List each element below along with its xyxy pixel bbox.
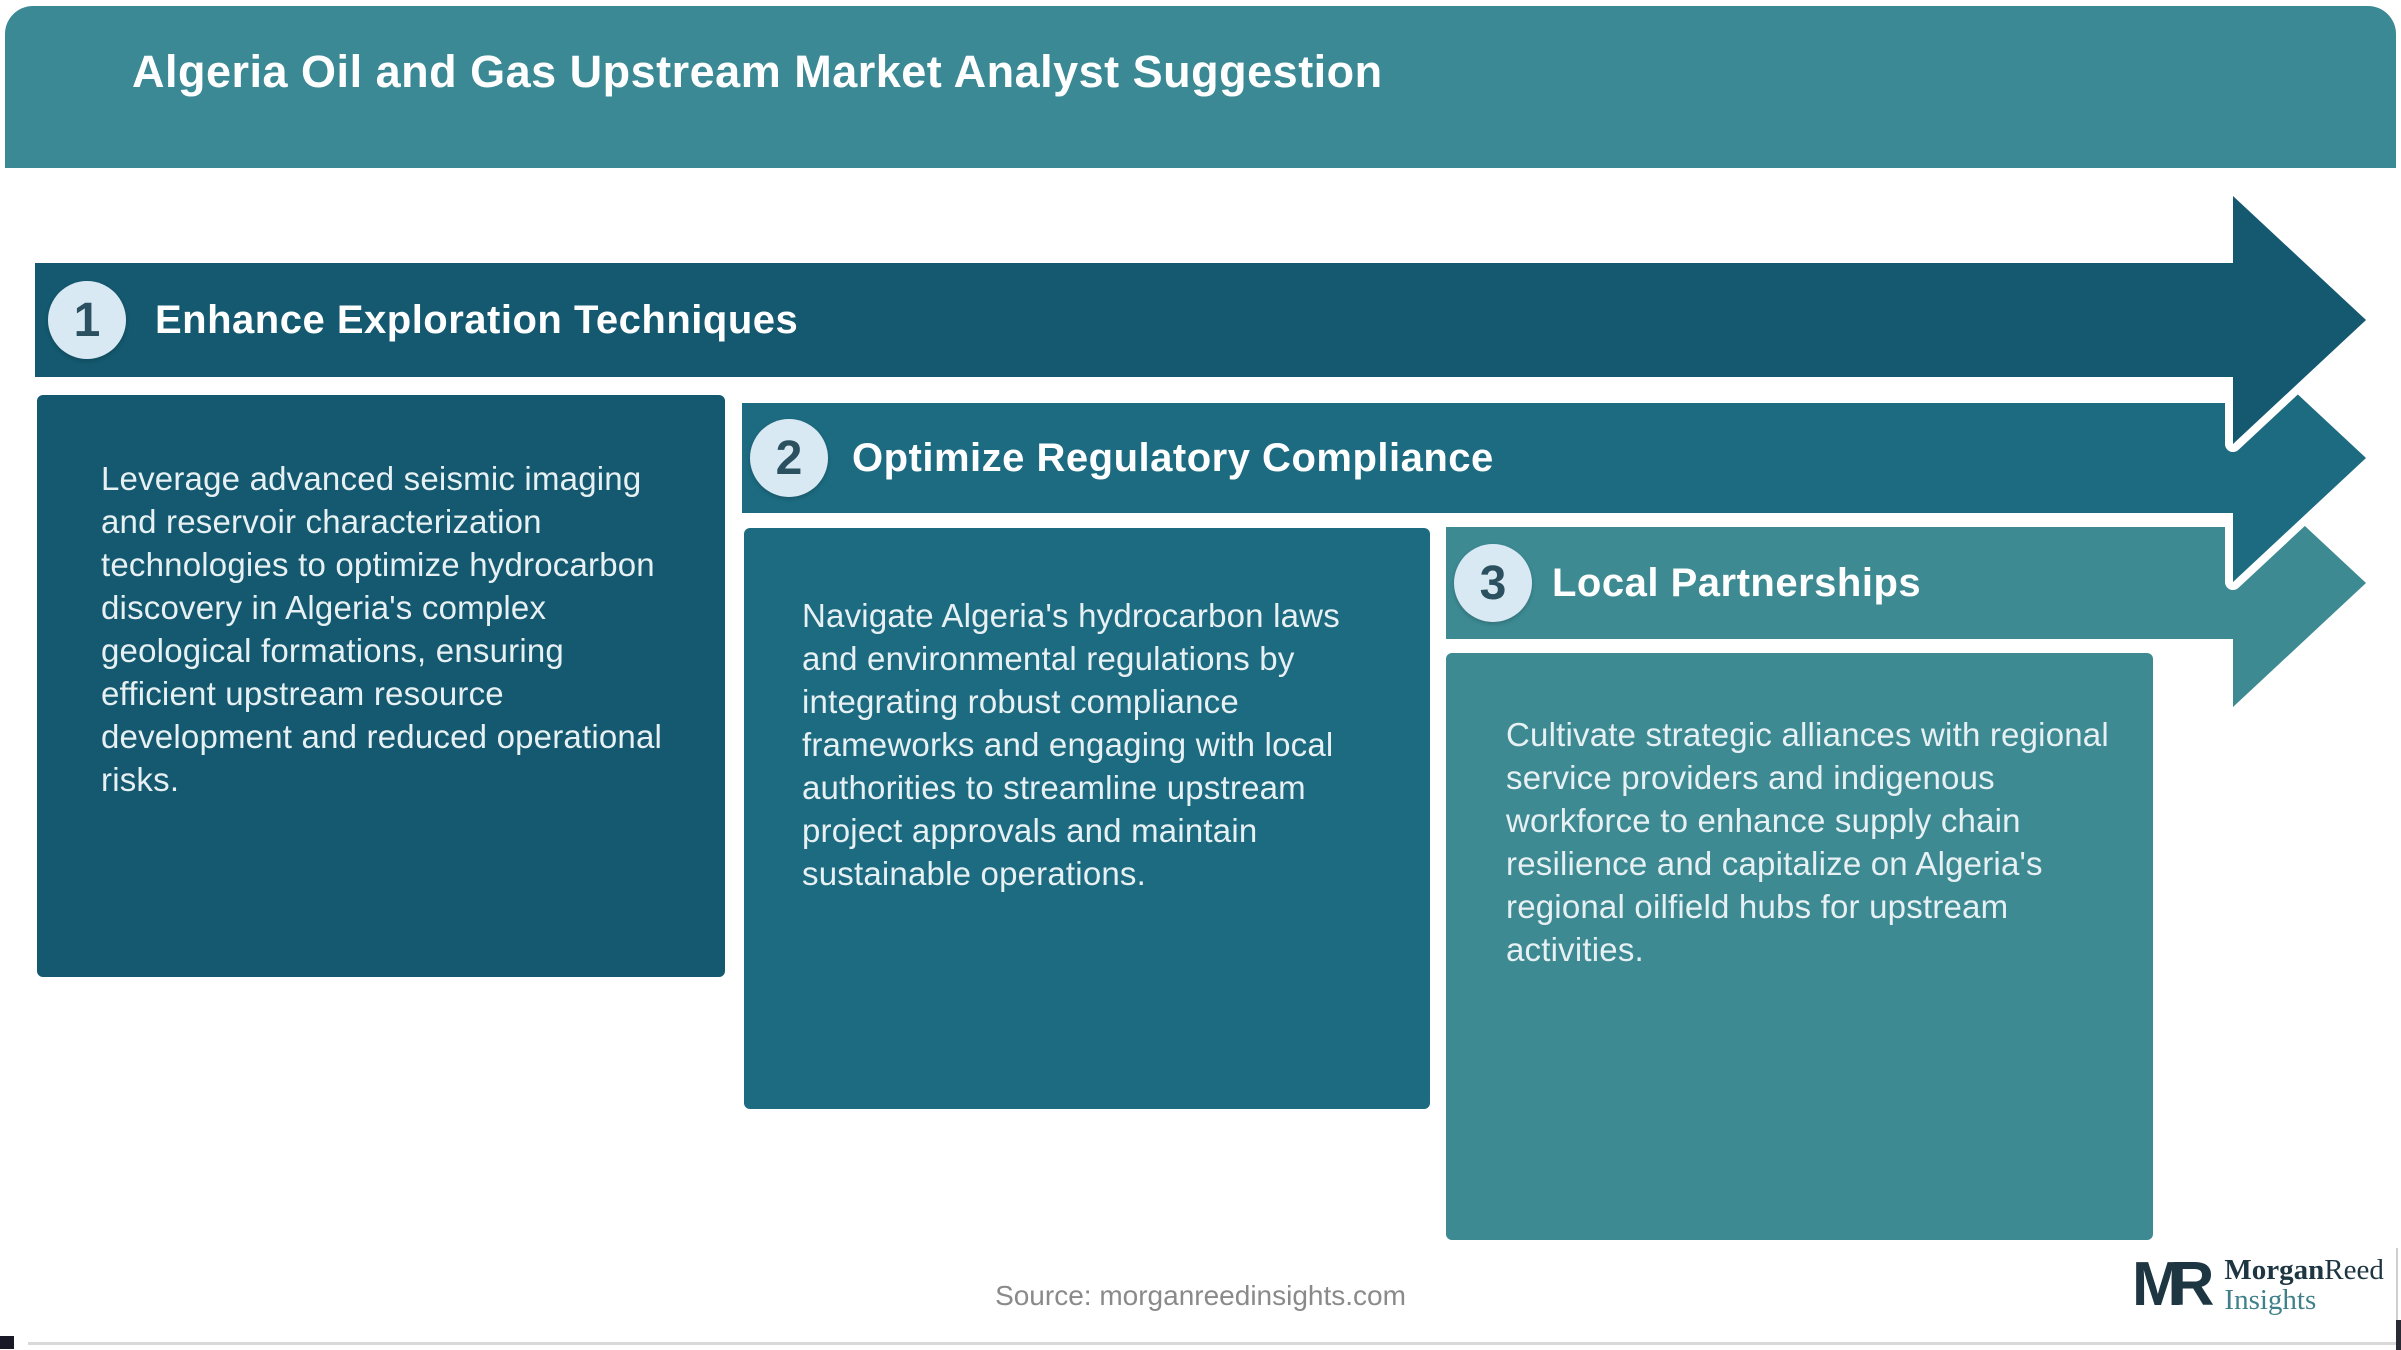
step1-arrow-banner (27, 188, 2374, 452)
page-title: Algeria Oil and Gas Upstream Market Anal… (132, 46, 1383, 97)
logo-tagline: Insights (2224, 1284, 2317, 1316)
morganreed-logo: MR MorganReed Insights (2132, 1250, 2384, 1319)
step1-description: Leverage advanced seismic imaging and re… (101, 460, 663, 798)
logo-name-morgan: Morgan (2224, 1254, 2325, 1286)
step2-description-box: Navigate Algeria's hydrocarbon laws and … (744, 528, 1430, 1109)
header-banner: Algeria Oil and Gas Upstream Market Anal… (5, 6, 2396, 168)
logo-name-reed: Reed (2324, 1254, 2384, 1286)
logo-wordmark: MorganReed Insights (2224, 1255, 2383, 1315)
bottom-left-corner-mark (0, 1336, 14, 1349)
step1-description-box: Leverage advanced seismic imaging and re… (37, 395, 725, 977)
step1-arrow-shape (27, 188, 2374, 452)
step3-title: Local Partnerships (1552, 561, 1922, 605)
step2-number-badge: 2 (750, 419, 828, 497)
step3-number-badge: 3 (1454, 544, 1532, 622)
bottom-right-corner-mark (2396, 1320, 2401, 1350)
source-text: Source: morganreedinsights.com (995, 1280, 1406, 1311)
logo-company-name: MorganReed (2224, 1255, 2383, 1285)
page-bottom-divider (28, 1342, 2401, 1345)
step1-number-badge: 1 (48, 281, 126, 359)
step2-number: 2 (775, 431, 803, 485)
step3-number: 3 (1479, 556, 1507, 610)
page-right-divider (2396, 1248, 2398, 1342)
step1-title: Enhance Exploration Techniques (155, 298, 799, 342)
step1-number: 1 (73, 293, 101, 347)
step2-title: Optimize Regulatory Compliance (852, 436, 1494, 480)
mr-monogram-icon: MR (2132, 1250, 2214, 1319)
step3-description-box: Cultivate strategic alliances with regio… (1446, 653, 2153, 1240)
step3-description: Cultivate strategic alliances with regio… (1506, 716, 2109, 968)
step2-description: Navigate Algeria's hydrocarbon laws and … (802, 597, 1340, 892)
